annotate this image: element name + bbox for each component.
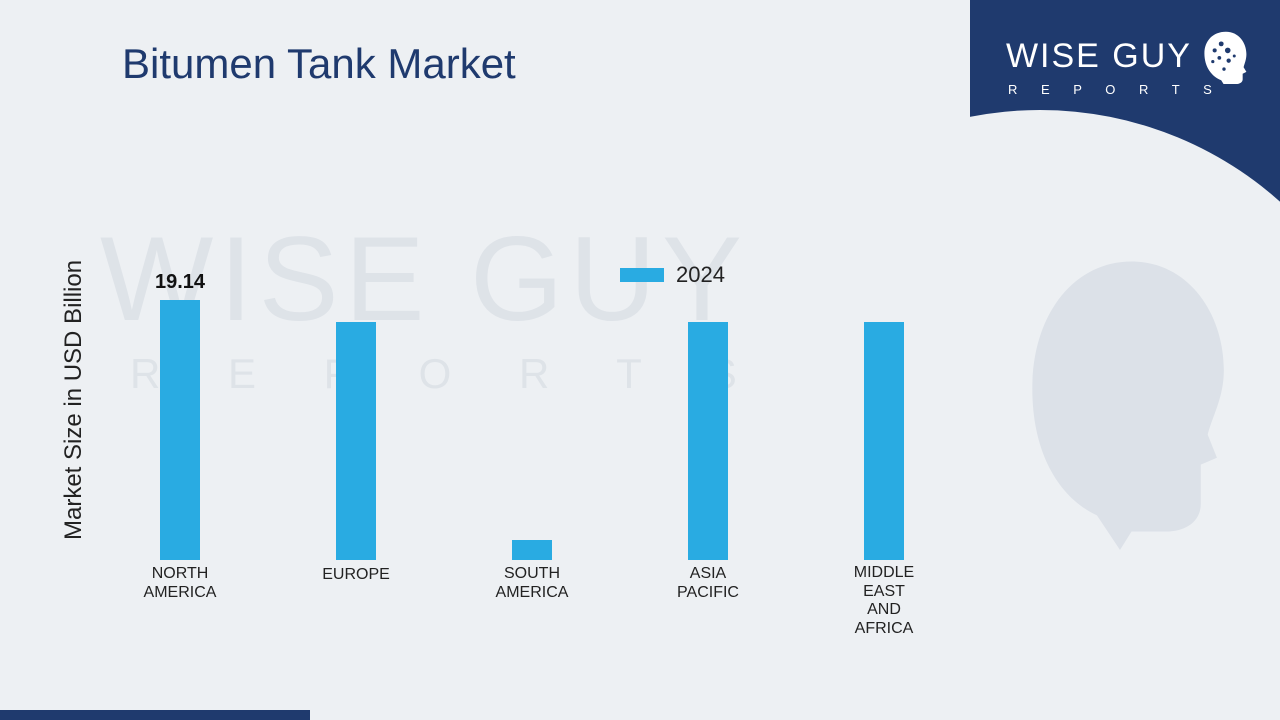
bar-category-label: SOUTH AMERICA [496, 565, 569, 602]
bar-category-label: ASIA PACIFIC [677, 565, 739, 602]
bar-value-label: 19.14 [155, 271, 205, 294]
logo-text-main: WISE GUY [1006, 37, 1192, 76]
bar-category-label: MIDDLE EAST AND AFRICA [854, 564, 914, 638]
bar-column: EUROPE [336, 322, 376, 560]
chart-title: Bitumen Tank Market [122, 40, 516, 88]
bar [336, 322, 376, 560]
bar-column: MIDDLE EAST AND AFRICA [864, 322, 904, 560]
bar-column: SOUTH AMERICA [512, 540, 552, 560]
bar-category-label: NORTH AMERICA [144, 565, 217, 602]
bar [512, 540, 552, 560]
bar-category-label: EUROPE [322, 566, 390, 584]
legend: 2024 [620, 262, 725, 288]
y-axis-label: Market Size in USD Billion [60, 260, 88, 540]
logo-text-sub: R E P O R T S [1006, 82, 1252, 97]
watermark-head-icon [1000, 250, 1240, 550]
bar-chart: 19.14NORTH AMERICA EUROPE SOUTH AMERICA ASI… [130, 300, 950, 560]
bar-column: 19.14NORTH AMERICA [160, 300, 200, 560]
logo-head-icon [1196, 28, 1252, 84]
bar [864, 322, 904, 560]
legend-label: 2024 [676, 262, 725, 288]
bar-column: ASIA PACIFIC [688, 322, 728, 560]
legend-swatch [620, 268, 664, 282]
bottom-accent-bar [0, 710, 310, 720]
bar [160, 300, 200, 560]
brand-logo: WISE GUY R E P O R T S [1006, 28, 1252, 97]
bar [688, 322, 728, 560]
infographic-stage: WISE GUY R E P O R T S Bitumen Tank Mark… [0, 0, 1280, 720]
logo-main-row: WISE GUY [1006, 28, 1252, 84]
